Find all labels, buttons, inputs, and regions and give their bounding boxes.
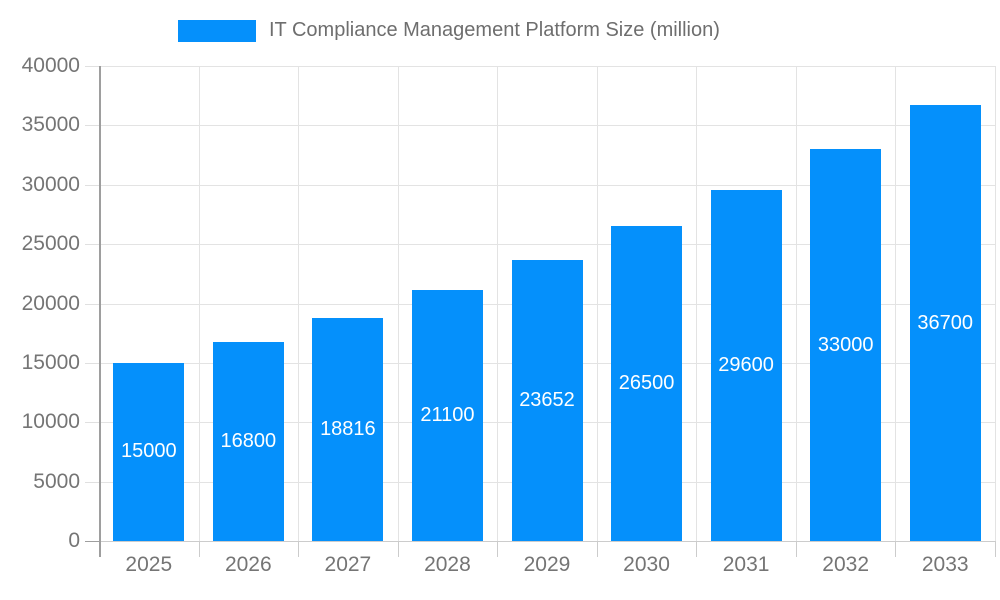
- x-tick-7: [795, 541, 797, 557]
- y-axis-label: 20000: [21, 291, 80, 315]
- bar-value-label: 23652: [519, 389, 575, 412]
- y-axis-label: 5000: [33, 469, 80, 493]
- legend: IT Compliance Management Platform Size (…: [178, 19, 720, 42]
- bar-value-label: 36700: [917, 311, 974, 334]
- y-tick-10000: [85, 422, 99, 424]
- bar-value-label: 29600: [718, 353, 774, 376]
- legend-swatch: [178, 19, 256, 42]
- y-tick-30000: [85, 184, 99, 186]
- y-axis-label: 15000: [21, 350, 80, 374]
- bar-value-label: 15000: [120, 440, 177, 463]
- x-axis-label-2032: 2032: [822, 553, 869, 576]
- bar-value-label: 21100: [420, 404, 475, 427]
- legend-label: IT Compliance Management Platform Size (…: [269, 19, 720, 41]
- bar-2029: 23652: [511, 260, 583, 541]
- bar-2033: 36700: [909, 105, 981, 541]
- x-tick-6: [696, 541, 698, 557]
- bar-2030: 26500: [611, 226, 683, 541]
- x-axis-label-2029: 2029: [523, 553, 571, 576]
- gridline-y-30000: [99, 184, 995, 186]
- gridline-x-2: [298, 66, 300, 541]
- bar-value-label: 18816: [320, 417, 376, 440]
- bar-value-label: 26500: [618, 372, 675, 395]
- y-tick-40000: [85, 66, 99, 67]
- x-tick-2: [298, 541, 300, 557]
- x-tick-1: [198, 541, 200, 557]
- y-tick-15000: [85, 362, 99, 364]
- bar-2032: 33000: [810, 149, 882, 541]
- bar-2028: 21100: [411, 290, 483, 541]
- x-axis-label-2025: 2025: [125, 553, 173, 576]
- bar-value-label: 16800: [220, 429, 277, 452]
- gridline-y-25000: [99, 244, 995, 246]
- x-tick-3: [397, 541, 399, 557]
- y-axis-label: 10000: [21, 410, 80, 434]
- gridline-x-1: [198, 66, 200, 541]
- y-tick-20000: [85, 303, 99, 305]
- x-axis-label-2030: 2030: [623, 553, 670, 576]
- y-tick-35000: [85, 125, 99, 127]
- y-axis-label: 30000: [21, 172, 80, 196]
- gridline-x-7: [795, 66, 797, 541]
- bar-2026: 16800: [212, 341, 284, 541]
- y-axis-line: [99, 66, 101, 557]
- gridline-x-3: [397, 66, 399, 541]
- gridline-x-9: [995, 66, 996, 541]
- y-tick-0: [85, 541, 99, 542]
- y-tick-25000: [85, 244, 99, 246]
- y-axis-label: 0: [68, 529, 80, 552]
- y-axis-label: 35000: [21, 113, 80, 137]
- y-axis-label: 25000: [21, 232, 80, 256]
- x-axis-label-2031: 2031: [722, 553, 770, 576]
- gridline-y-35000: [99, 125, 995, 127]
- x-axis-label-2027: 2027: [324, 553, 372, 576]
- x-axis-label-2026: 2026: [224, 553, 272, 576]
- gridline-x-5: [596, 66, 598, 541]
- gridline-x-6: [696, 66, 698, 541]
- gridline-x-8: [895, 66, 897, 541]
- x-axis-line: [99, 541, 995, 542]
- bar-2025: 15000: [113, 362, 185, 541]
- x-tick-4: [497, 541, 499, 557]
- x-tick-5: [596, 541, 598, 557]
- bar-2031: 29600: [710, 189, 782, 541]
- x-axis-label-2033: 2033: [921, 553, 969, 576]
- gridline-y-40000: [99, 66, 995, 67]
- bar-value-label: 33000: [817, 333, 874, 356]
- x-tick-8: [895, 541, 897, 557]
- bar-2027: 18816: [312, 317, 384, 541]
- y-tick-5000: [85, 481, 99, 483]
- gridline-x-4: [497, 66, 499, 541]
- x-axis-label-2028: 2028: [424, 553, 471, 576]
- x-tick-9: [995, 541, 996, 557]
- y-axis-label: 40000: [21, 54, 80, 77]
